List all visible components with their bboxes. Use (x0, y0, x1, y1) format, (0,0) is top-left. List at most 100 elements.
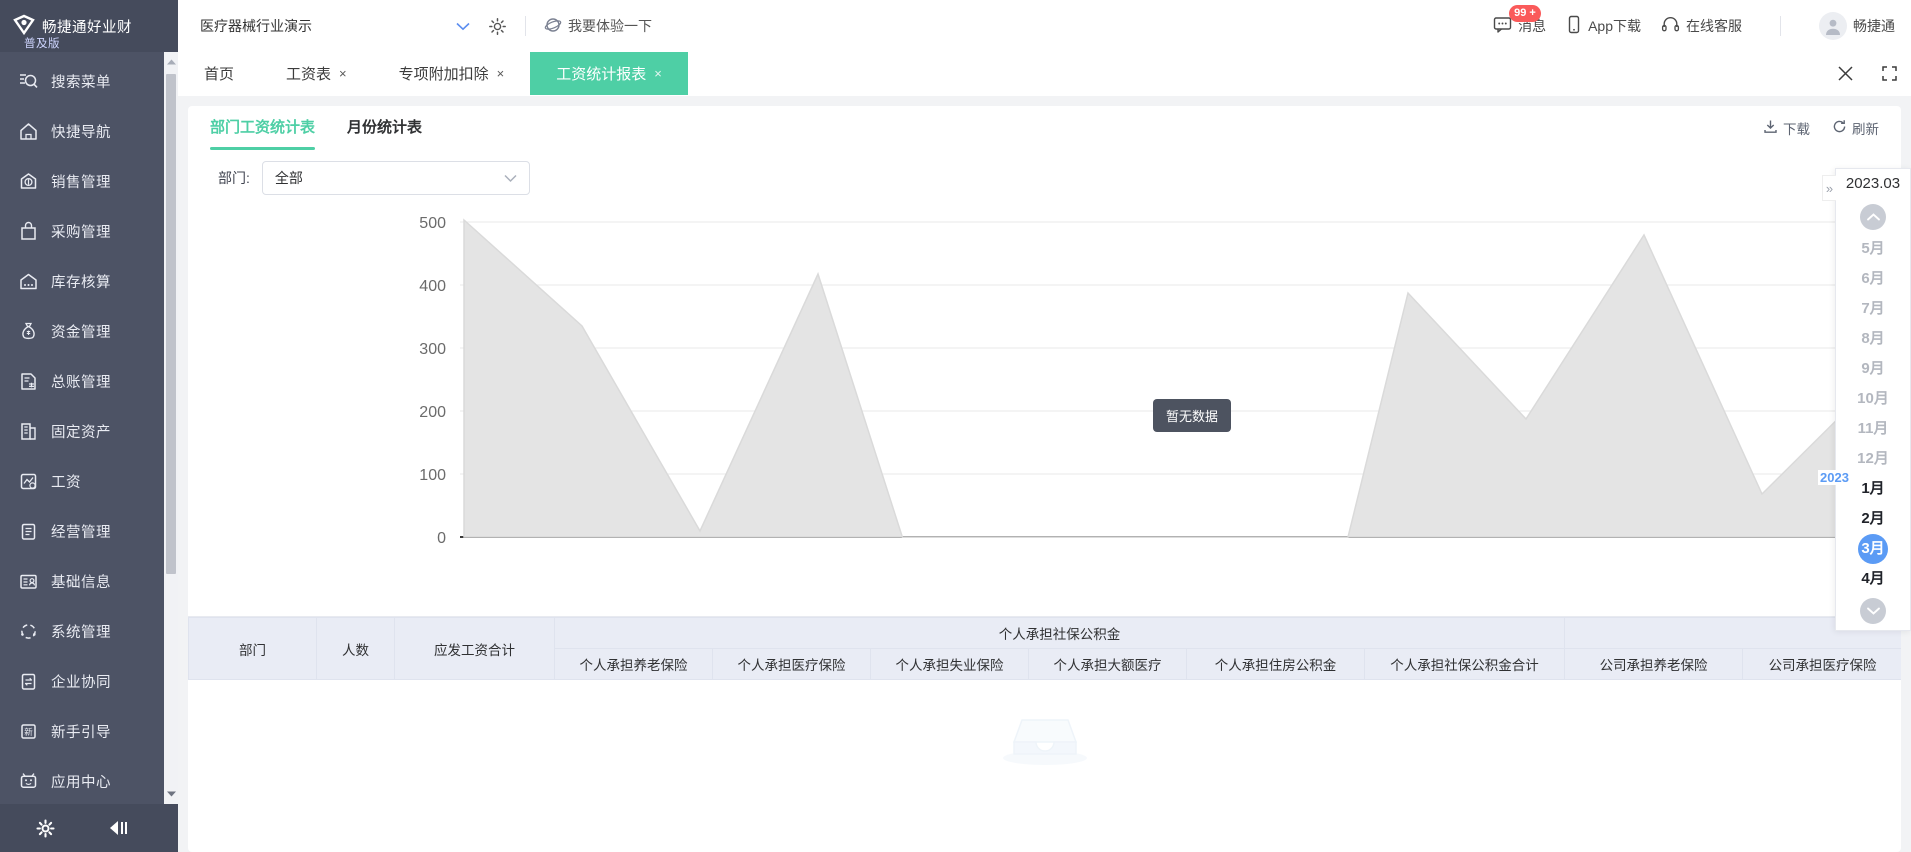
double-chevron-right-icon[interactable]: » (1822, 175, 1836, 201)
avatar (1819, 12, 1847, 40)
th-company-medical[interactable]: 公司承担医疗保险 (1742, 648, 1901, 680)
th-department[interactable]: 部门 (188, 617, 317, 680)
sidebar-item-label: 采购管理 (51, 224, 111, 241)
month-item-10[interactable]: 10月 (1857, 390, 1889, 407)
filter-row: 部门: 全部 (188, 150, 1901, 206)
chevron-down-circle-icon[interactable] (1860, 598, 1886, 624)
month-item-5[interactable]: 5月 (1861, 240, 1885, 257)
sidebar-item-ledger[interactable]: 总账管理 (0, 356, 178, 406)
download-button[interactable]: 下载 (1763, 118, 1810, 138)
refresh-button[interactable]: 刷新 (1832, 118, 1879, 138)
sidebar-item-basic-info[interactable]: 基础信息 (0, 556, 178, 606)
report-subtabs: 部门工资统计表 月份统计表 下载 (188, 106, 1901, 150)
sidebar-item-inventory[interactable]: 库存核算 (0, 256, 178, 306)
month-item-11[interactable]: 11月 (1857, 420, 1889, 437)
sidebar-item-operations[interactable]: 经营管理 (0, 506, 178, 556)
sidebar-item-payroll[interactable]: 工资 (0, 456, 178, 506)
warehouse-icon (18, 270, 44, 292)
tab-payroll-statistics-report[interactable]: 工资统计报表 × (530, 52, 688, 95)
refresh-icon (1832, 119, 1847, 137)
sidebar-item-label: 固定资产 (51, 424, 111, 441)
user-menu[interactable]: 畅捷通 (1819, 12, 1895, 40)
month-item-12[interactable]: 12月 (1857, 450, 1889, 467)
table-empty-body (188, 680, 1901, 830)
gear-icon[interactable] (36, 818, 55, 838)
sidebar-item-label: 快捷导航 (51, 124, 111, 141)
chart-ytick-300: 300 (419, 341, 446, 358)
th-company-pension[interactable]: 公司承担养老保险 (1564, 648, 1744, 680)
tab-special-deduction[interactable]: 专项附加扣除 × (373, 52, 531, 95)
sidebar-item-fixed-assets[interactable]: 固定资产 (0, 406, 178, 456)
th-personal-housing-fund[interactable]: 个人承担住房公积金 (1186, 648, 1365, 680)
chart-ytick-500: 500 (419, 215, 446, 232)
experience-button[interactable]: 我要体验一下 (544, 16, 652, 37)
tab-payroll-sheet[interactable]: 工资表 × (260, 52, 373, 95)
sidebar-item-label: 应用中心 (51, 774, 111, 791)
org-selector[interactable]: 医疗器械行业演示 (200, 10, 470, 42)
sidebar-item-label: 基础信息 (51, 574, 111, 591)
chart-ytick-100: 100 (419, 467, 446, 484)
subtab-department-payroll-stats[interactable]: 部门工资统计表 (210, 106, 316, 150)
department-select-value: 全部 (274, 170, 303, 186)
sidebar-item-app-center[interactable]: 应用中心 (0, 756, 178, 804)
th-personal-pension[interactable]: 个人承担养老保险 (554, 648, 713, 680)
report-card: 部门工资统计表 月份统计表 下载 (188, 106, 1901, 852)
download-icon (1763, 119, 1778, 137)
header-divider (525, 16, 526, 36)
th-personal-large-medical[interactable]: 个人承担大额医疗 (1028, 648, 1187, 680)
app-download-button[interactable]: App下载 (1566, 15, 1641, 37)
chevron-up-icon[interactable] (164, 52, 178, 72)
month-item-2[interactable]: 2月 (1861, 510, 1885, 527)
close-icon[interactable]: × (654, 66, 662, 81)
sidebar-item-search-menu[interactable]: 搜索菜单 (0, 56, 178, 106)
month-item-9[interactable]: 9月 (1861, 360, 1885, 377)
sidebar-item-label: 库存核算 (51, 274, 111, 291)
tab-home[interactable]: 首页 (178, 52, 260, 95)
close-icon[interactable]: × (339, 66, 347, 81)
th-personal-total[interactable]: 个人承担社保公积金合计 (1363, 648, 1566, 680)
chevron-down-icon[interactable] (164, 784, 178, 804)
month-item-1[interactable]: 1月 (1861, 480, 1885, 497)
sidebar-scrollbar[interactable] (164, 52, 178, 804)
month-item-7[interactable]: 7月 (1861, 300, 1885, 317)
headset-icon (1661, 15, 1680, 37)
sidebar-item-guide[interactable]: 新 新手引导 (0, 706, 178, 756)
sidebar-scroll-thumb[interactable] (166, 74, 176, 574)
message-icon (1493, 15, 1512, 37)
collapse-sidebar-icon[interactable] (108, 820, 130, 836)
messages-button[interactable]: 消息 99 + (1493, 5, 1547, 37)
subtab-label: 部门工资统计表 (210, 119, 316, 136)
sidebar-item-purchase[interactable]: 采购管理 (0, 206, 178, 256)
gear-icon[interactable] (488, 17, 507, 36)
month-item-4[interactable]: 4月 (1861, 570, 1885, 587)
app-download-label: App下载 (1588, 18, 1641, 34)
messages-label: 消息 (1518, 18, 1547, 34)
fullscreen-icon[interactable] (1867, 52, 1911, 95)
phone-icon (1566, 15, 1582, 37)
th-personal-unemployment[interactable]: 个人承担失业保险 (870, 648, 1029, 680)
subtab-label: 月份统计表 (347, 119, 423, 136)
tab-label: 专项附加扣除 (398, 66, 489, 83)
sidebar-item-sales[interactable]: 销售管理 (0, 156, 178, 206)
month-item-3[interactable]: 3月 (1858, 534, 1888, 564)
subtab-month-stats[interactable]: 月份统计表 (347, 106, 422, 150)
month-item-6[interactable]: 6月 (1861, 270, 1885, 287)
month-item-8[interactable]: 8月 (1861, 330, 1885, 347)
tab-label: 工资统计报表 (556, 66, 647, 83)
sidebar-item-label: 经营管理 (51, 524, 111, 541)
sidebar-item-funds[interactable]: 资金管理 (0, 306, 178, 356)
experience-label: 我要体验一下 (568, 18, 652, 34)
sidebar-item-system[interactable]: 系统管理 (0, 606, 178, 656)
chevron-up-circle-icon[interactable] (1860, 204, 1886, 230)
sidebar-item-collaboration[interactable]: 企业协同 (0, 656, 178, 706)
brand-name: 畅捷通好业财 (42, 19, 132, 36)
th-personal-medical[interactable]: 个人承担医疗保险 (712, 648, 871, 680)
th-gross-salary-total[interactable]: 应发工资合计 (394, 617, 555, 680)
sidebar-item-quick-nav[interactable]: 快捷导航 (0, 106, 178, 156)
close-icon[interactable] (1823, 52, 1867, 95)
month-picker-header[interactable]: 2023.03 (1836, 169, 1910, 200)
department-select[interactable]: 全部 (261, 161, 530, 195)
th-headcount[interactable]: 人数 (316, 617, 395, 680)
online-service-button[interactable]: 在线客服 (1661, 15, 1742, 37)
close-icon[interactable]: × (496, 66, 505, 81)
